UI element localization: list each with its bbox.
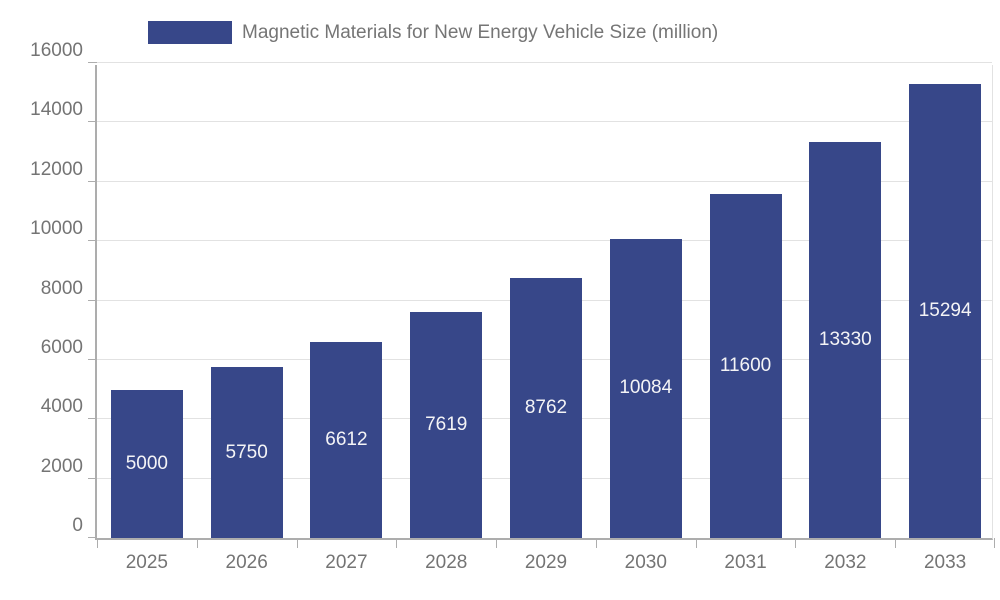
x-axis-tick	[895, 538, 897, 548]
x-axis-tick-label: 2028	[425, 552, 468, 573]
y-axis-tick-label: 10000	[30, 218, 83, 240]
x-axis-tick-label: 2027	[325, 552, 368, 573]
bar-value-label: 10084	[619, 377, 673, 399]
bar: 10084	[609, 238, 682, 538]
x-axis-tick-label: 2029	[524, 552, 568, 573]
y-axis-tick-label: 16000	[30, 40, 83, 61]
gridline	[97, 62, 992, 63]
y-axis-tick	[88, 240, 97, 242]
bar: 11600	[709, 193, 782, 538]
legend-swatch-icon	[148, 21, 232, 44]
y-axis-tick-label: 4000	[40, 396, 83, 418]
bar: 5000	[110, 389, 183, 538]
x-axis-tick	[595, 538, 597, 548]
bar: 5750	[210, 367, 283, 538]
bar: 7619	[410, 311, 483, 538]
bar: 15294	[909, 83, 982, 538]
x-axis-tick	[396, 538, 398, 548]
gridline	[97, 240, 992, 242]
y-axis-tick-label: 2000	[40, 455, 83, 477]
x-axis-tick	[196, 538, 198, 548]
x-axis-tick-label: 2026	[225, 552, 268, 573]
x-axis-tick-label: 2032	[824, 552, 867, 573]
legend-item[interactable]: Magnetic Materials for New Energy Vehicl…	[148, 21, 718, 44]
x-axis-tick-label: 2031	[724, 552, 767, 573]
y-axis-tick	[88, 418, 97, 420]
gridline	[97, 180, 992, 182]
legend-label: Magnetic Materials for New Energy Vehicl…	[242, 21, 719, 43]
x-axis-tick-label: 2033	[923, 552, 967, 573]
y-axis-tick-label: 0	[72, 515, 83, 536]
y-axis-tick	[88, 121, 97, 123]
bar-value-label: 6612	[325, 428, 368, 450]
bar-value-label: 5000	[125, 452, 169, 474]
bar-value-label: 5750	[225, 441, 268, 463]
bar: 8762	[510, 277, 582, 538]
y-axis-tick	[88, 358, 97, 360]
y-axis-tick	[88, 62, 97, 63]
y-axis-tick-label: 8000	[40, 277, 83, 299]
x-axis-tick	[795, 538, 797, 548]
y-axis-tick-label: 14000	[30, 99, 83, 121]
x-axis-tick	[296, 538, 298, 548]
y-axis-tick-label: 12000	[30, 158, 83, 180]
x-axis-tick-label: 2025	[125, 552, 169, 573]
bar: 6612	[310, 341, 383, 538]
y-axis-tick	[88, 477, 97, 479]
x-axis-tick	[994, 538, 995, 548]
y-axis-tick	[88, 537, 97, 538]
bar-value-label: 7619	[425, 413, 468, 435]
bar-value-label: 8762	[524, 396, 568, 418]
bar-value-label: 13330	[818, 329, 872, 351]
y-axis-tick	[88, 299, 97, 301]
x-axis-tick-label: 2030	[624, 552, 667, 573]
y-axis-tick	[88, 180, 97, 182]
gridline	[97, 121, 992, 123]
x-axis-tick	[695, 538, 697, 548]
bar: 13330	[809, 142, 882, 538]
bar-value-label: 11600	[719, 354, 772, 376]
y-axis-tick-label: 6000	[40, 336, 83, 358]
bar-value-label: 15294	[918, 299, 972, 321]
x-axis-tick	[97, 538, 98, 548]
x-axis-tick	[496, 538, 498, 548]
plot-area: 0 2000 4000 6000 8000 10000 12000 14000 16000 500…	[30, 40, 995, 573]
